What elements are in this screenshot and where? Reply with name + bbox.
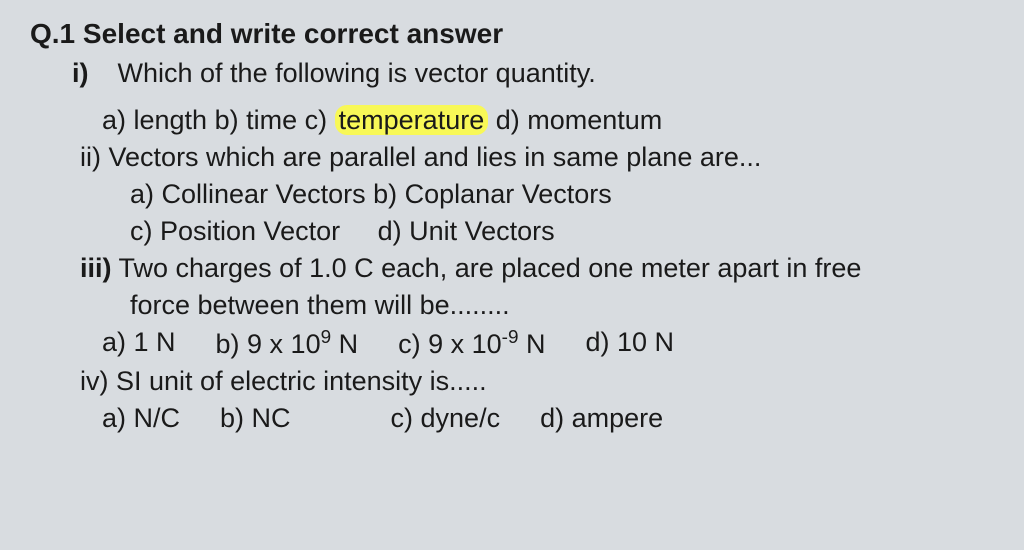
q3-opt-c: c) 9 x 10-9 N [398,327,545,360]
q4-opt-b: b) NC [220,403,291,434]
q3-label: iii) [80,253,112,283]
sub-question-3: iii) Two charges of 1.0 C each, are plac… [80,253,994,284]
q2-text: Vectors which are parallel and lies in s… [109,142,762,172]
sub-question-4: iv) SI unit of electric intensity is....… [80,366,994,397]
q3-opt-b: b) 9 x 109 N [216,327,359,360]
q2-opt-d: d) Unit Vectors [378,216,555,246]
q1-opt-d: d) momentum [496,105,663,135]
q4-opt-c: c) dyne/c [391,403,501,434]
q1-opt-c-pre: c) [305,105,335,135]
q4-opt-a: a) N/C [102,403,180,434]
q1-opt-b: b) time [215,105,298,135]
q4-label: iv) [80,366,109,396]
q3-options: a) 1 N b) 9 x 109 N c) 9 x 10-9 N d) 10 … [102,327,994,360]
q2-opt-c: c) Position Vector [130,216,340,246]
q1-text: Which of the following is vector quantit… [118,58,596,88]
question-header: Q.1 Select and write correct answer [30,18,994,50]
q1-opt-c-highlight: temperature [335,105,489,135]
sub-question-2: ii) Vectors which are parallel and lies … [80,142,994,173]
q3-opt-d: d) 10 N [585,327,674,360]
q3-opt-a: a) 1 N [102,327,176,360]
q2-options-row1: a) Collinear Vectors b) Coplanar Vectors [130,179,994,210]
q2-options-row2: c) Position Vector d) Unit Vectors [130,216,994,247]
q1-opt-a: a) length [102,105,207,135]
q4-text: SI unit of electric intensity is..... [116,366,487,396]
q2-opt-a: a) Collinear Vectors [130,179,366,209]
sub-question-1: i) Which of the following is vector quan… [72,58,994,89]
q4-opt-d: d) ampere [540,403,663,434]
q4-options: a) N/C b) NC c) dyne/c d) ampere [102,403,994,434]
q2-label: ii) [80,142,101,172]
q3-continuation: force between them will be........ [130,290,994,321]
q2-opt-b: b) Coplanar Vectors [373,179,612,209]
q3-text: Two charges of 1.0 C each, are placed on… [119,253,862,283]
q1-options: a) length b) time c) temperature d) mome… [102,105,994,136]
q1-label: i) [72,58,110,89]
